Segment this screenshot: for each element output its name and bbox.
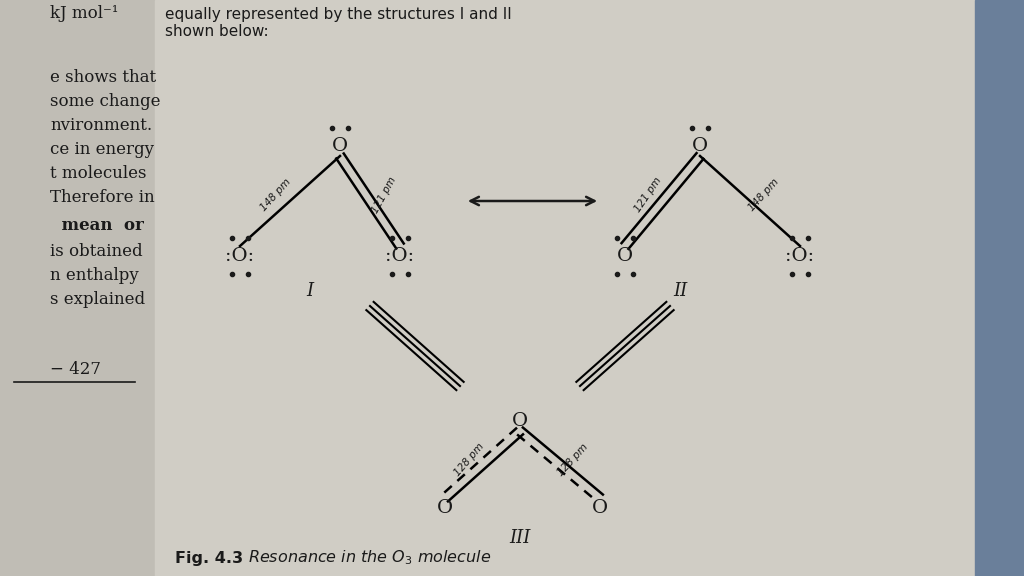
- Bar: [975, 0, 1024, 576]
- Text: 128 pm: 128 pm: [556, 441, 590, 478]
- Text: n enthalpy: n enthalpy: [50, 267, 138, 285]
- Text: nvironment.: nvironment.: [50, 118, 153, 135]
- Bar: [0, 0, 155, 576]
- Text: 128 pm: 128 pm: [453, 441, 486, 478]
- Text: Therefore in: Therefore in: [50, 190, 155, 207]
- Text: O: O: [512, 412, 528, 430]
- Text: O: O: [616, 247, 633, 265]
- Text: mean  or: mean or: [50, 217, 144, 233]
- Text: t molecules: t molecules: [50, 165, 146, 183]
- Text: O: O: [692, 137, 708, 155]
- Text: some change: some change: [50, 93, 161, 111]
- Text: :O:: :O:: [785, 247, 814, 265]
- Text: O: O: [592, 499, 608, 517]
- Text: O: O: [332, 137, 348, 155]
- Text: I: I: [306, 282, 313, 300]
- Text: :O:: :O:: [385, 247, 415, 265]
- Text: O: O: [437, 499, 453, 517]
- Text: is obtained: is obtained: [50, 244, 142, 260]
- Text: s explained: s explained: [50, 291, 145, 309]
- Text: 148 pm: 148 pm: [746, 177, 781, 213]
- Text: shown below:: shown below:: [165, 25, 268, 40]
- Text: kJ mol⁻¹: kJ mol⁻¹: [50, 6, 119, 22]
- Text: III: III: [509, 529, 530, 547]
- Text: Fig. 4.3: Fig. 4.3: [175, 551, 243, 566]
- Text: Resonance in the $O_3$ molecule: Resonance in the $O_3$ molecule: [248, 549, 492, 567]
- Text: 148 pm: 148 pm: [259, 177, 293, 213]
- Bar: [155, 0, 975, 576]
- Text: 121 pm: 121 pm: [633, 176, 664, 214]
- Text: e shows that: e shows that: [50, 70, 156, 86]
- Text: 121 pm: 121 pm: [370, 175, 398, 215]
- Text: :O:: :O:: [225, 247, 255, 265]
- Text: − 427: − 427: [50, 362, 101, 378]
- Text: ce in energy: ce in energy: [50, 142, 154, 158]
- Text: equally represented by the structures I and II: equally represented by the structures I …: [165, 7, 512, 22]
- Text: II: II: [673, 282, 687, 300]
